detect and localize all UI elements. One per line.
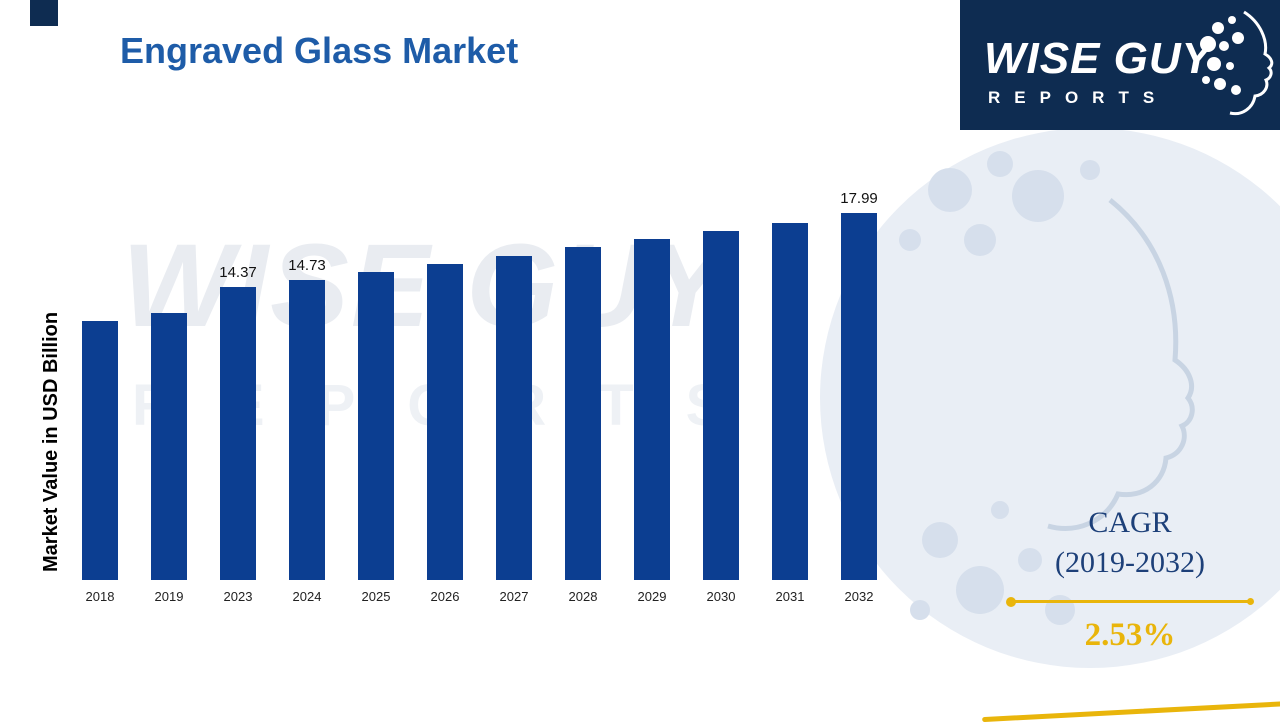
bar-value-label-2032: 17.99 bbox=[840, 190, 878, 207]
bar-2030 bbox=[703, 231, 739, 580]
bar-group-2019: 2019 bbox=[151, 290, 187, 604]
bar-2025 bbox=[358, 272, 394, 580]
bar-group-2030: 2030 bbox=[703, 208, 739, 604]
x-tick-label-2024: 2024 bbox=[292, 589, 322, 604]
cagr-value: 2.53% bbox=[1084, 617, 1176, 653]
bar-group-2029: 2029 bbox=[634, 216, 670, 604]
x-tick-label-2019: 2019 bbox=[154, 589, 184, 604]
cagr-period: (2019-2032) bbox=[1055, 546, 1205, 579]
bar-2023 bbox=[220, 287, 256, 580]
bar-group-2032: 17.99 2032 bbox=[840, 190, 878, 604]
cagr-block: CAGR (2019-2032) 2.53% bbox=[990, 506, 1270, 654]
bars-container: 2018 2019 14.37 2023 14.73 2024 2025 2026 2027 20… bbox=[82, 164, 882, 604]
bar-2031 bbox=[772, 223, 808, 580]
top-left-accent bbox=[30, 0, 58, 26]
y-axis-label: Market Value in USD Billion bbox=[40, 311, 62, 572]
bar-group-2025: 2025 bbox=[358, 249, 394, 604]
bar-2032 bbox=[841, 213, 877, 580]
bar-group-2024: 14.73 2024 bbox=[288, 257, 326, 604]
bar-group-2023: 14.37 2023 bbox=[219, 264, 257, 604]
cagr-label: CAGR bbox=[1088, 506, 1172, 539]
cagr-divider bbox=[1006, 596, 1254, 607]
x-tick-label-2026: 2026 bbox=[430, 589, 460, 604]
bar-group-2027: 2027 bbox=[496, 233, 532, 604]
bar-value-label-2024: 14.73 bbox=[288, 257, 326, 274]
page-title: Engraved Glass Market bbox=[120, 30, 519, 71]
logo-text-line1: WISE GUY bbox=[984, 34, 1213, 83]
bar-2019 bbox=[151, 313, 187, 580]
bar-2027 bbox=[496, 256, 532, 580]
bar-2024 bbox=[289, 280, 325, 580]
x-tick-label-2029: 2029 bbox=[637, 589, 667, 604]
bar-2018 bbox=[82, 321, 118, 580]
x-tick-label-2030: 2030 bbox=[706, 589, 736, 604]
x-tick-label-2031: 2031 bbox=[775, 589, 805, 604]
x-tick-label-2028: 2028 bbox=[568, 589, 598, 604]
x-tick-label-2032: 2032 bbox=[844, 589, 874, 604]
x-tick-label-2027: 2027 bbox=[499, 589, 529, 604]
x-tick-label-2025: 2025 bbox=[361, 589, 391, 604]
bar-group-2026: 2026 bbox=[427, 241, 463, 604]
bar-group-2028: 2028 bbox=[565, 224, 601, 604]
bar-2028 bbox=[565, 247, 601, 580]
bar-group-2018: 2018 bbox=[82, 298, 118, 604]
bar-group-2031: 2031 bbox=[772, 200, 808, 604]
logo-wise-guy-reports: WISE GUY REPORTS bbox=[960, 0, 1280, 130]
bar-2026 bbox=[427, 264, 463, 580]
x-tick-label-2018: 2018 bbox=[85, 589, 115, 604]
bar-value-label-2023: 14.37 bbox=[219, 264, 257, 281]
logo-face-icon bbox=[1200, 10, 1274, 116]
x-tick-label-2023: 2023 bbox=[223, 589, 253, 604]
bar-2029 bbox=[634, 239, 670, 580]
logo-text-line2: REPORTS bbox=[988, 88, 1169, 107]
